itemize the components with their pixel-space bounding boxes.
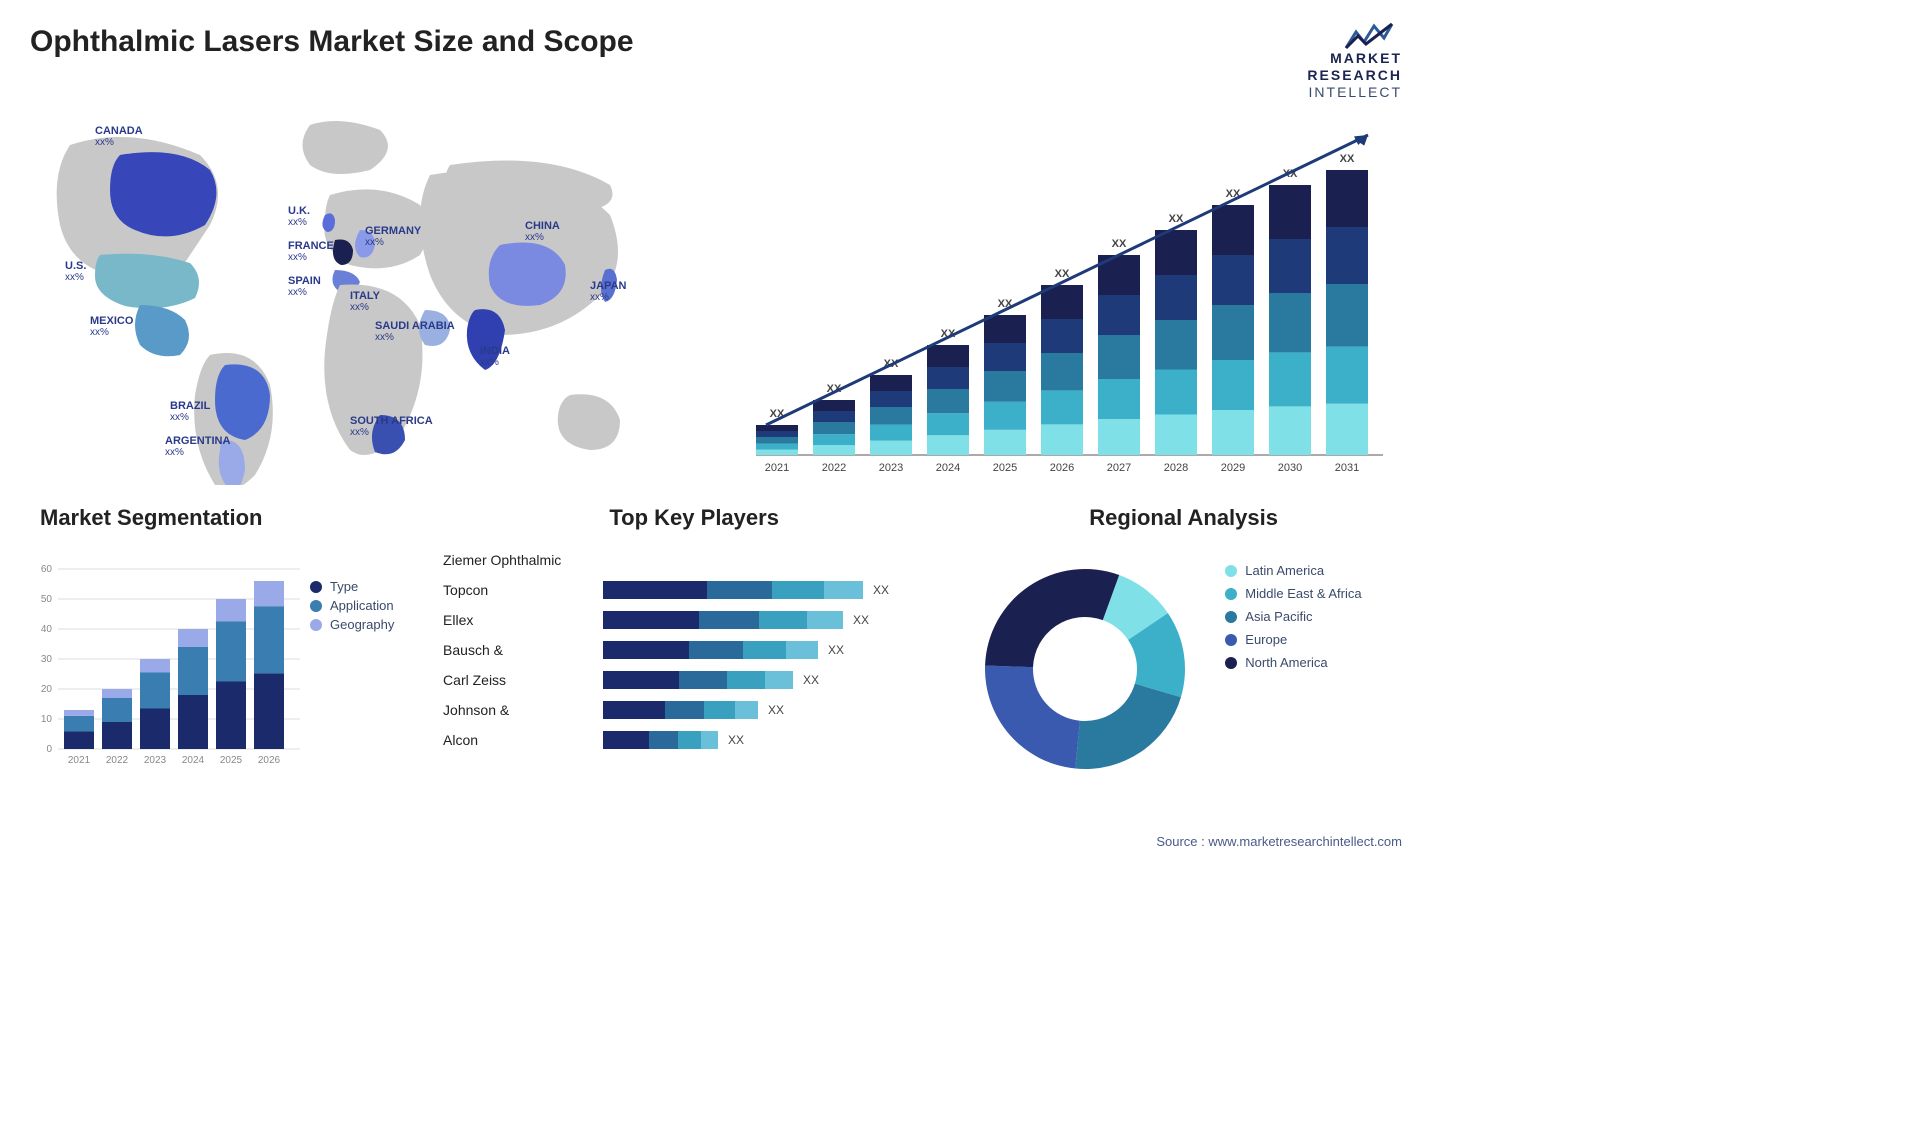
map-label-japan: JAPANxx% xyxy=(590,280,626,303)
header: Ophthalmic Lasers Market Size and Scope … xyxy=(30,20,1402,100)
map-label-spain: SPAINxx% xyxy=(288,275,321,298)
player-bar-row xyxy=(603,545,945,575)
player-bar-row: XX xyxy=(603,575,945,605)
map-label-argentina: ARGENTINAxx% xyxy=(165,435,230,458)
region-legend-item: Asia Pacific xyxy=(1225,609,1375,624)
world-map-panel: CANADAxx% U.S.xx% MEXICOxx% BRAZILxx% ARGENT… xyxy=(30,115,696,485)
svg-text:2024: 2024 xyxy=(936,462,960,474)
player-name: Alcon xyxy=(443,725,603,755)
region-legend-item: Latin America xyxy=(1225,563,1375,578)
region-legend-item: North America xyxy=(1225,655,1375,670)
page-title: Ophthalmic Lasers Market Size and Scope xyxy=(30,25,634,59)
svg-text:2030: 2030 xyxy=(1278,462,1302,474)
donut-chart xyxy=(965,539,1205,779)
svg-text:60: 60 xyxy=(41,564,53,575)
brand-logo: MARKET RESEARCH INTELLECT xyxy=(1307,20,1402,100)
region-legend-item: Europe xyxy=(1225,632,1375,647)
regional-legend: Latin America Middle East & Africa Asia Pa… xyxy=(1225,555,1375,678)
svg-text:2023: 2023 xyxy=(879,462,903,474)
player-name: Ziemer Ophthalmic xyxy=(443,545,603,575)
player-name: Johnson & xyxy=(443,695,603,725)
svg-text:XX: XX xyxy=(1340,153,1355,165)
map-label-italy: ITALYxx% xyxy=(350,290,380,313)
players-bars: XX XX XX XX XX XX xyxy=(603,545,945,755)
svg-text:2031: 2031 xyxy=(1335,462,1359,474)
logo-icon xyxy=(1344,20,1394,50)
players-panel: Top Key Players Ziemer OphthalmicTopconE… xyxy=(443,505,945,785)
svg-text:XX: XX xyxy=(1112,238,1127,250)
svg-text:2028: 2028 xyxy=(1164,462,1188,474)
player-value: XX xyxy=(873,583,889,597)
region-legend-item: Middle East & Africa xyxy=(1225,586,1375,601)
map-label-germany: GERMANYxx% xyxy=(365,225,421,248)
svg-text:2022: 2022 xyxy=(822,462,846,474)
players-title: Top Key Players xyxy=(443,505,945,531)
main-bar-chart: 2021XX2022XX2023XX2024XX2025XX2026XX2027… xyxy=(736,115,1396,485)
top-row: CANADAxx% U.S.xx% MEXICOxx% BRAZILxx% ARGENT… xyxy=(30,115,1402,485)
svg-text:30: 30 xyxy=(41,654,53,665)
svg-text:40: 40 xyxy=(41,624,53,635)
svg-text:2029: 2029 xyxy=(1221,462,1245,474)
svg-text:2025: 2025 xyxy=(993,462,1017,474)
player-name: Carl Zeiss xyxy=(443,665,603,695)
map-label-southafrica: SOUTH AFRICAxx% xyxy=(350,415,433,438)
segmentation-title: Market Segmentation xyxy=(40,505,423,531)
player-value: XX xyxy=(828,643,844,657)
player-value: XX xyxy=(768,703,784,717)
seg-legend-type: Type xyxy=(310,579,394,594)
player-value: XX xyxy=(728,733,744,747)
player-bar-row: XX xyxy=(603,605,945,635)
player-name: Bausch & xyxy=(443,635,603,665)
svg-text:50: 50 xyxy=(41,594,53,605)
regional-panel: Regional Analysis Latin America Middle Ea… xyxy=(965,505,1402,785)
player-name: Ellex xyxy=(443,605,603,635)
player-bar-row: XX xyxy=(603,695,945,725)
map-label-us: U.S.xx% xyxy=(65,260,86,283)
svg-text:2022: 2022 xyxy=(106,755,129,766)
player-bar-row: XX xyxy=(603,665,945,695)
map-label-uk: U.K.xx% xyxy=(288,205,310,228)
players-names: Ziemer OphthalmicTopconEllexBausch &Carl… xyxy=(443,545,603,755)
source-text: Source : www.marketresearchintellect.com xyxy=(1156,834,1402,849)
svg-text:2027: 2027 xyxy=(1107,462,1131,474)
map-label-brazil: BRAZILxx% xyxy=(170,400,210,423)
map-label-france: FRANCExx% xyxy=(288,240,334,263)
bottom-row: Market Segmentation 0 10 20 30 40 50 60 2021 202… xyxy=(30,505,1402,785)
player-value: XX xyxy=(853,613,869,627)
svg-text:2021: 2021 xyxy=(68,755,91,766)
map-label-india: INDIAxx% xyxy=(480,345,510,368)
svg-text:10: 10 xyxy=(41,714,53,725)
map-label-canada: CANADAxx% xyxy=(95,125,143,148)
map-label-mexico: MEXICOxx% xyxy=(90,315,133,338)
svg-text:2021: 2021 xyxy=(765,462,789,474)
player-bar-row: XX xyxy=(603,725,945,755)
seg-legend-application: Application xyxy=(310,598,394,613)
map-label-saudiarabia: SAUDI ARABIAxx% xyxy=(375,320,455,343)
player-value: XX xyxy=(803,673,819,687)
player-name: Topcon xyxy=(443,575,603,605)
segmentation-chart: 0 10 20 30 40 50 60 2021 2022 2023 2024 2025 2026 xyxy=(30,539,300,769)
regional-title: Regional Analysis xyxy=(965,505,1402,531)
seg-legend-geography: Geography xyxy=(310,617,394,632)
svg-text:2026: 2026 xyxy=(1050,462,1074,474)
svg-text:0: 0 xyxy=(46,744,52,755)
map-label-china: CHINAxx% xyxy=(525,220,560,243)
svg-text:20: 20 xyxy=(41,684,53,695)
segmentation-legend: Type Application Geography xyxy=(310,575,394,636)
svg-text:2026: 2026 xyxy=(258,755,281,766)
player-bar-row: XX xyxy=(603,635,945,665)
segmentation-panel: Market Segmentation 0 10 20 30 40 50 60 2021 202… xyxy=(30,505,423,785)
logo-text: MARKET RESEARCH INTELLECT xyxy=(1307,50,1402,100)
svg-text:2025: 2025 xyxy=(220,755,243,766)
svg-text:2024: 2024 xyxy=(182,755,205,766)
main-bar-chart-panel: 2021XX2022XX2023XX2024XX2025XX2026XX2027… xyxy=(736,115,1402,485)
svg-text:2023: 2023 xyxy=(144,755,167,766)
